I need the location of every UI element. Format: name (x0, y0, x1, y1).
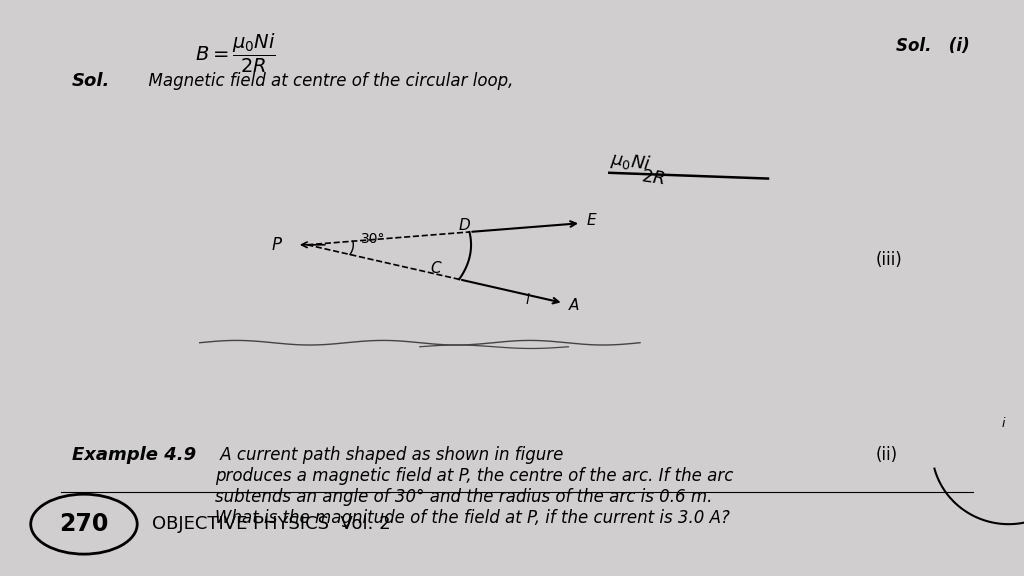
Text: P: P (271, 236, 282, 254)
Text: (ii): (ii) (876, 446, 898, 464)
Text: C: C (430, 262, 440, 276)
Text: OBJECTIVE PHYSICS  Vol. 2: OBJECTIVE PHYSICS Vol. 2 (152, 515, 390, 533)
Text: Sol.   (i): Sol. (i) (896, 37, 970, 55)
Text: 270: 270 (59, 512, 109, 536)
Text: Sol.: Sol. (72, 72, 110, 90)
Text: (iii): (iii) (876, 251, 902, 268)
Text: A current path shaped as shown in figure
produces a magnetic field at P, the cen: A current path shaped as shown in figure… (215, 446, 733, 527)
Text: Magnetic field at centre of the circular loop,: Magnetic field at centre of the circular… (138, 72, 514, 90)
Text: i: i (1001, 417, 1005, 430)
Text: $B = \dfrac{\mu_0 Ni}{2R}$: $B = \dfrac{\mu_0 Ni}{2R}$ (195, 32, 275, 75)
Text: $2R$: $2R$ (640, 167, 667, 188)
Text: i: i (525, 293, 529, 307)
Text: E: E (586, 213, 596, 228)
Text: D: D (459, 218, 470, 233)
Text: 30°: 30° (360, 232, 385, 246)
Text: Example 4.9: Example 4.9 (72, 446, 196, 464)
Text: A: A (568, 298, 579, 313)
Text: $\mu_0 Ni$: $\mu_0 Ni$ (609, 148, 652, 176)
